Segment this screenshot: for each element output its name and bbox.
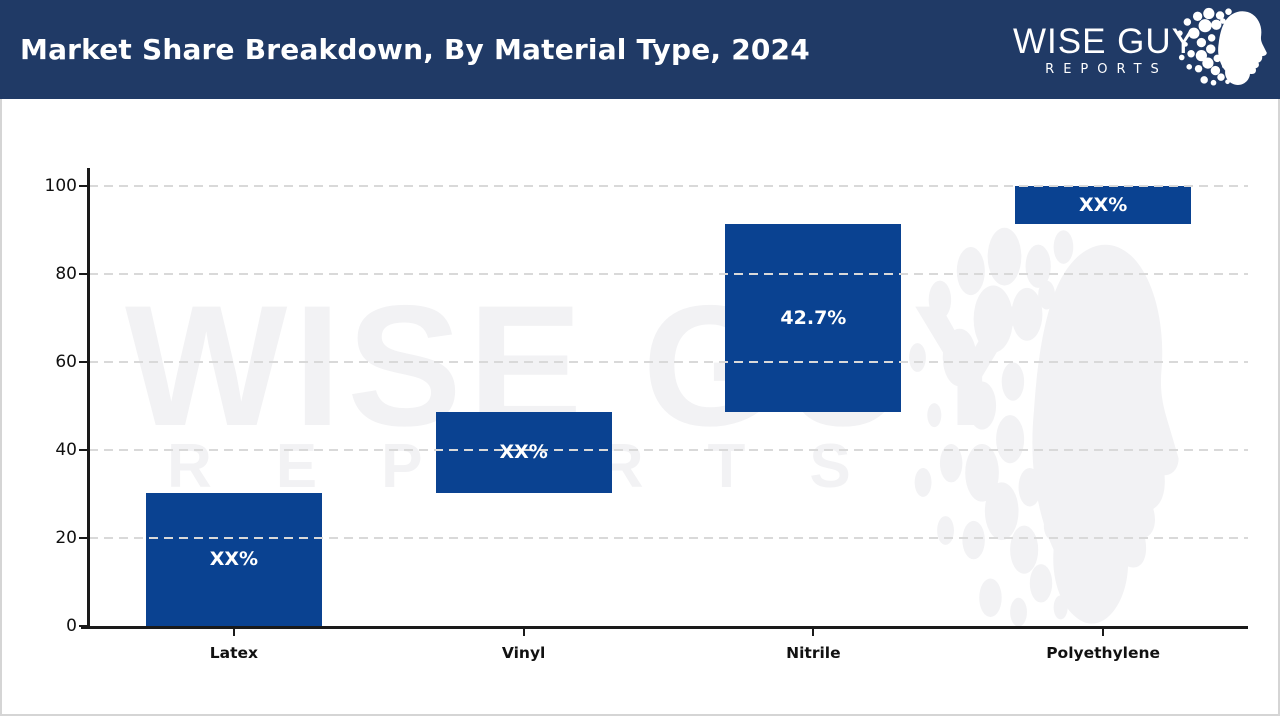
y-tick-mark xyxy=(79,184,87,187)
x-tick-mark xyxy=(232,628,235,636)
brand-name: WISE GUY xyxy=(1012,21,1196,61)
y-tick-mark xyxy=(79,448,87,451)
y-gridline xyxy=(89,272,1248,275)
y-tick-mark xyxy=(79,272,87,275)
bar-latex xyxy=(145,492,322,626)
page-title: Market Share Breakdown, By Material Type… xyxy=(20,33,810,66)
x-tick-mark xyxy=(1102,628,1105,636)
x-category-label: Polyethylene xyxy=(1046,644,1161,662)
y-tick-mark xyxy=(79,625,87,627)
y-tick-label: 100 xyxy=(44,175,77,196)
y-axis-line xyxy=(87,168,90,626)
x-category-label: Vinyl xyxy=(501,644,546,662)
plot-area: WISE GUY REPORTS 020406080100XX%LatexXX%… xyxy=(45,168,1248,662)
y-gridline xyxy=(89,360,1248,363)
x-tick-mark xyxy=(522,628,525,636)
x-tick-mark xyxy=(812,628,815,636)
bar-value-label: XX% xyxy=(1078,193,1128,216)
brand-logo: WISE GUY REPORTS xyxy=(1013,7,1280,93)
bar-polyethylene xyxy=(1015,185,1192,224)
x-category-label: Nitrile xyxy=(786,644,841,662)
y-tick-label: 40 xyxy=(55,439,77,460)
y-tick-mark xyxy=(79,536,87,539)
y-tick-label: 0 xyxy=(66,616,77,636)
y-gridline xyxy=(89,184,1248,187)
y-gridline xyxy=(89,536,1248,539)
x-category-label: Latex xyxy=(209,644,259,662)
bar-vinyl xyxy=(435,411,612,493)
y-tick-mark xyxy=(79,360,87,363)
bar-value-label: XX% xyxy=(209,548,259,571)
watermark-face-icon xyxy=(909,227,1179,627)
y-tick-label: 60 xyxy=(55,351,77,372)
chart-frame: WISE GUY REPORTS 020406080100XX%LatexXX%… xyxy=(0,99,1280,716)
y-tick-label: 80 xyxy=(55,263,77,284)
bar-nitrile xyxy=(725,223,902,412)
header-bar: Market Share Breakdown, By Material Type… xyxy=(0,0,1280,99)
brand-logo-text: WISE GUY REPORTS xyxy=(1013,24,1196,76)
x-axis-line xyxy=(81,626,1248,629)
y-gridline xyxy=(89,448,1248,451)
y-tick-label: 20 xyxy=(55,527,77,548)
bar-value-label: XX% xyxy=(499,441,548,464)
bar-value-label: 42.7% xyxy=(780,306,847,329)
brand-subtitle: REPORTS xyxy=(1045,61,1168,77)
